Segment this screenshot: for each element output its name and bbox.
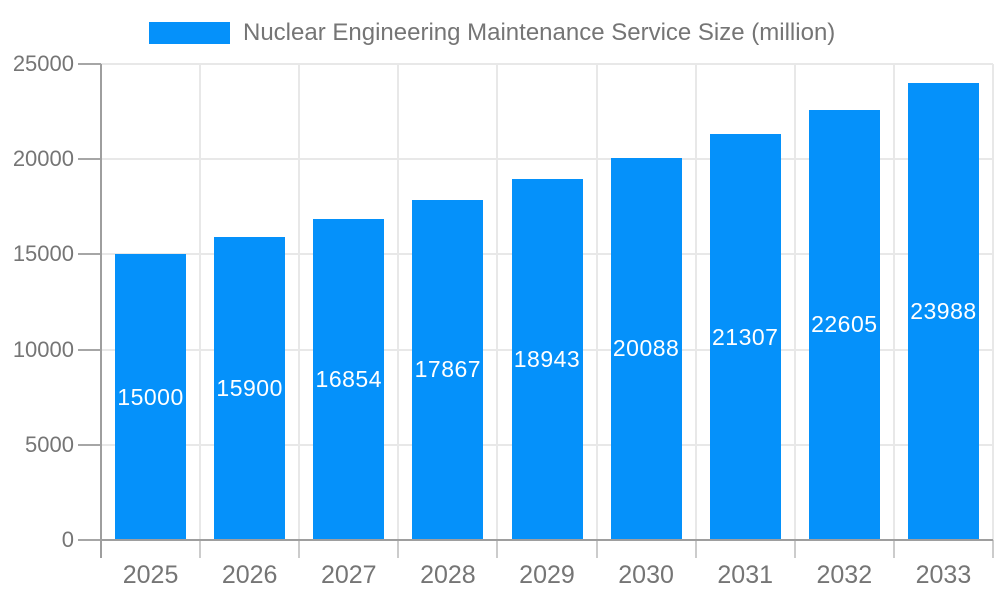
y-axis-tick [78,539,101,541]
bar: 22605 [808,109,880,540]
x-tick-label: 2033 [915,561,972,589]
bar-value-label: 17867 [414,356,482,383]
y-axis-tick [78,348,101,351]
bar-value-label: 21307 [711,323,779,350]
x-axis-tick [496,540,499,558]
y-tick-label: 10000 [12,336,74,362]
y-axis-tick [78,158,101,161]
x-tick-label: 2031 [717,561,774,589]
bar: 16854 [313,219,385,540]
legend-swatch [149,22,230,44]
x-axis-tick [595,540,598,558]
legend-label: Nuclear Engineering Maintenance Service … [243,19,836,46]
bar: 15000 [115,254,187,540]
x-axis-tick [199,540,202,558]
h-gridline [101,158,993,161]
x-tick-label: 2027 [320,561,377,589]
x-tick-label: 2028 [420,561,476,589]
legend: Nuclear Engineering Maintenance Service … [149,21,835,45]
y-tick-label: 25000 [12,51,74,76]
v-gridline [793,64,796,540]
y-tick-label: 15000 [12,241,74,267]
x-axis-tick [298,540,301,558]
v-gridline [298,64,301,540]
bar-value-label: 23988 [910,298,977,325]
v-gridline [892,64,895,540]
v-gridline [199,64,202,540]
bar: 21307 [709,134,781,540]
bar: 23988 [907,83,979,540]
bar-value-label: 16854 [315,366,382,393]
x-axis-line [101,539,993,541]
y-tick-label: 20000 [12,146,74,172]
v-gridline [595,64,598,540]
y-axis-tick [78,63,101,65]
bar-value-label: 18943 [513,346,581,373]
x-tick-label: 2026 [221,561,278,589]
bar-value-label: 15900 [216,375,283,402]
bar-value-label: 15000 [117,383,184,410]
x-tick-label: 2025 [122,561,179,589]
plot-area: 0 5000 10000 15000 20000 25000 15000 2025 15900 2… [13,51,994,589]
x-axis-tick [992,540,994,558]
bar: 20088 [610,157,682,540]
y-axis-tick [78,443,101,446]
x-axis-tick [694,540,697,558]
y-axis-line [100,64,102,558]
y-tick-label: 5000 [25,431,74,457]
bar-value-label: 20088 [612,335,680,362]
x-axis-tick [793,540,796,558]
x-tick-label: 2032 [816,561,873,589]
bar: 15900 [214,237,286,540]
x-axis-tick [892,540,895,558]
x-axis-tick [397,540,400,558]
y-tick-label: 0 [61,527,74,552]
bar: 18943 [511,179,583,540]
x-tick-label: 2030 [618,561,674,589]
x-tick-label: 2029 [519,561,575,589]
bar-value-label: 22605 [811,311,878,338]
h-gridline [101,63,993,65]
y-axis-tick [78,253,101,256]
v-gridline [496,64,499,540]
v-gridline [992,64,994,540]
v-gridline [694,64,697,540]
v-gridline [397,64,400,540]
bar: 17867 [412,199,484,540]
